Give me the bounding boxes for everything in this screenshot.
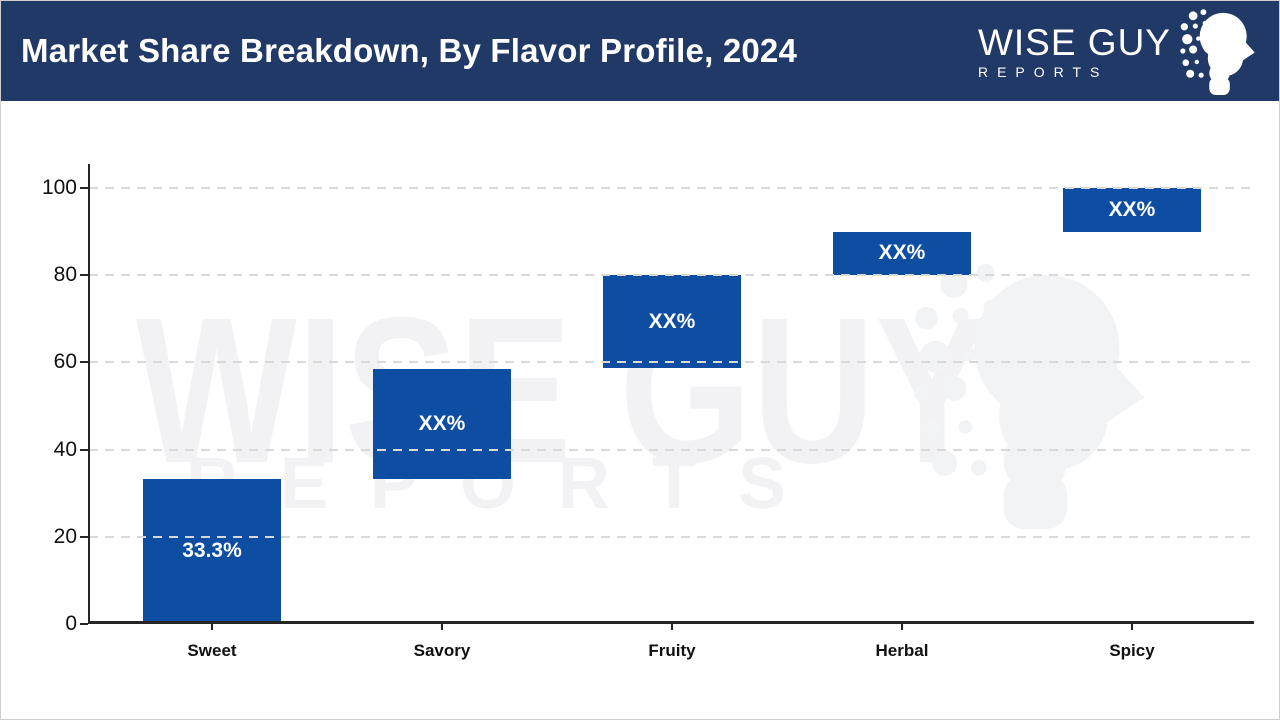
bar-value-label: XX% bbox=[418, 411, 466, 435]
wiseguy-head-icon bbox=[1177, 7, 1265, 95]
y-tick-mark bbox=[80, 535, 88, 538]
x-category-label: Savory bbox=[413, 641, 471, 660]
bar-value-label: 33.3% bbox=[182, 539, 242, 563]
y-tick-mark bbox=[80, 623, 88, 625]
x-tick-mark bbox=[901, 622, 903, 630]
bar-herbal: XX% bbox=[833, 231, 971, 276]
x-category-label: Sweet bbox=[187, 641, 237, 660]
x-tick-mark bbox=[211, 622, 213, 630]
bar-value-label: XX% bbox=[878, 241, 926, 265]
y-tick-mark bbox=[80, 274, 88, 277]
logo-wordmark: WISE GUY bbox=[977, 21, 1171, 63]
gridline-40 bbox=[89, 448, 1254, 451]
gridline-80 bbox=[89, 274, 1254, 277]
page-title: Market Share Breakdown, By Flavor Profil… bbox=[21, 32, 798, 69]
y-tick-mark bbox=[80, 361, 88, 364]
watermark-wordmark: WISE GUY bbox=[136, 275, 989, 507]
x-category-label: Spicy bbox=[1109, 641, 1155, 660]
brand-logo: WISE GUY REPORTS bbox=[978, 1, 1265, 101]
bar-value-label: XX% bbox=[648, 309, 696, 333]
gridline-60 bbox=[89, 361, 1254, 364]
bar-sweet: 33.3% bbox=[143, 478, 281, 624]
bar-value-label: XX% bbox=[1108, 197, 1156, 221]
bar-spicy: XX% bbox=[1063, 188, 1201, 232]
x-tick-mark bbox=[671, 622, 673, 630]
y-tick-label: 0 bbox=[65, 612, 77, 635]
y-tick-label: 100 bbox=[41, 176, 77, 199]
x-tick-mark bbox=[441, 622, 443, 630]
gridline-20 bbox=[89, 535, 1254, 538]
bar-fruity: XX% bbox=[603, 275, 741, 369]
gridline-100 bbox=[89, 187, 1254, 189]
y-tick-label: 80 bbox=[53, 263, 77, 287]
header: Market Share Breakdown, By Flavor Profil… bbox=[1, 1, 1279, 101]
y-tick-label: 40 bbox=[53, 437, 77, 461]
y-tick-label: 20 bbox=[53, 524, 77, 548]
x-category-label: Fruity bbox=[648, 641, 696, 660]
x-tick-mark bbox=[1131, 622, 1133, 630]
y-tick-mark bbox=[80, 187, 88, 189]
y-tick-mark bbox=[80, 448, 88, 451]
logo-text: WISE GUY REPORTS bbox=[978, 24, 1171, 79]
y-axis-line bbox=[88, 164, 90, 623]
bar-savory: XX% bbox=[373, 368, 511, 479]
x-category-label: Herbal bbox=[875, 641, 929, 660]
y-tick-label: 60 bbox=[53, 350, 77, 374]
logo-wordmark-sub: REPORTS bbox=[977, 63, 1109, 80]
